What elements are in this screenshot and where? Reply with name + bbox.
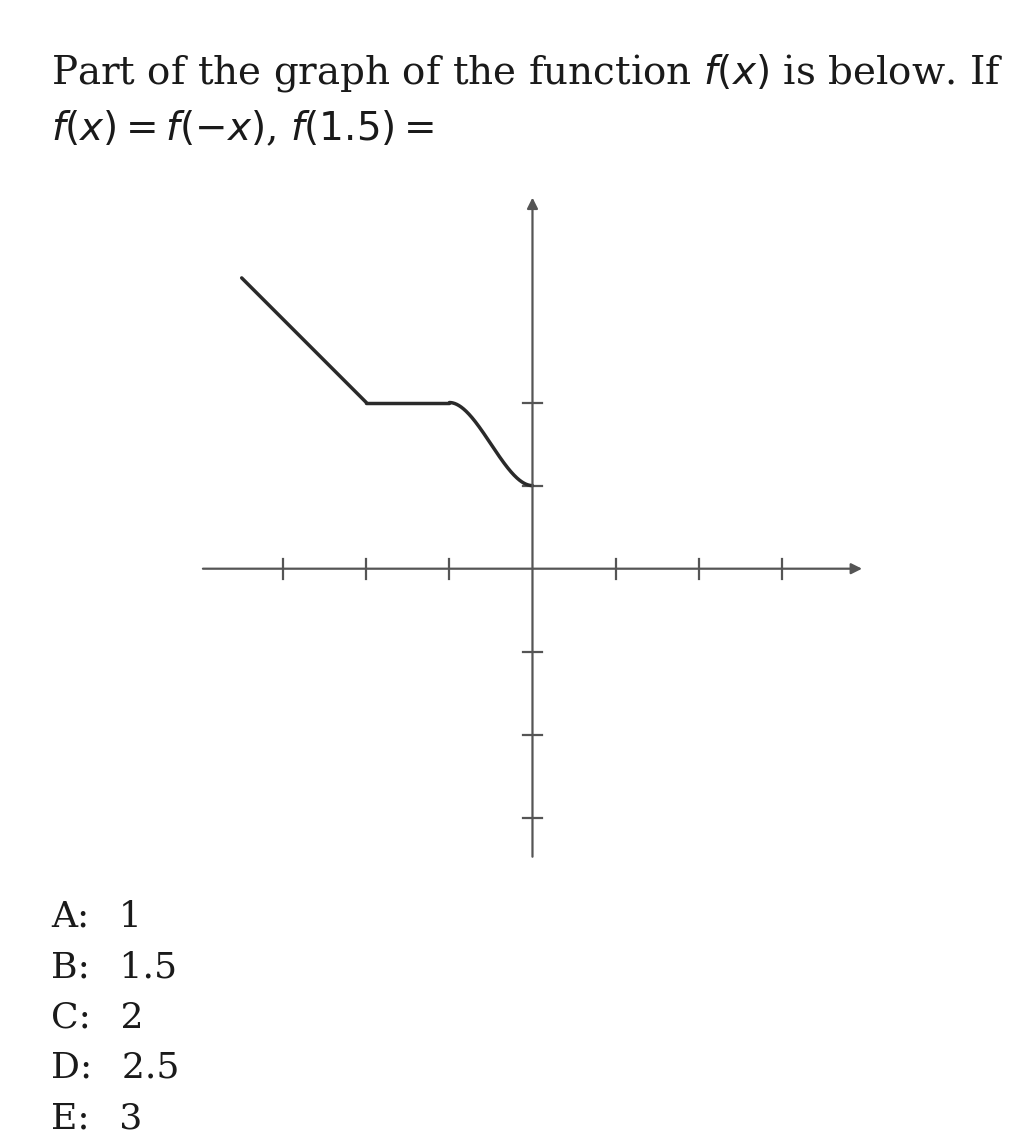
Text: B:  1.5: B: 1.5 bbox=[51, 950, 177, 984]
Text: Part of the graph of the function $f(x)$ is below. If: Part of the graph of the function $f(x)$… bbox=[51, 52, 1004, 94]
Text: A:  1: A: 1 bbox=[51, 900, 142, 934]
Text: $f(x) = f(-x)$, $f(1.5) =$: $f(x) = f(-x)$, $f(1.5) =$ bbox=[51, 109, 434, 148]
Text: C:  2: C: 2 bbox=[51, 1000, 143, 1035]
Text: D:  2.5: D: 2.5 bbox=[51, 1051, 179, 1085]
Text: E:  3: E: 3 bbox=[51, 1101, 142, 1136]
